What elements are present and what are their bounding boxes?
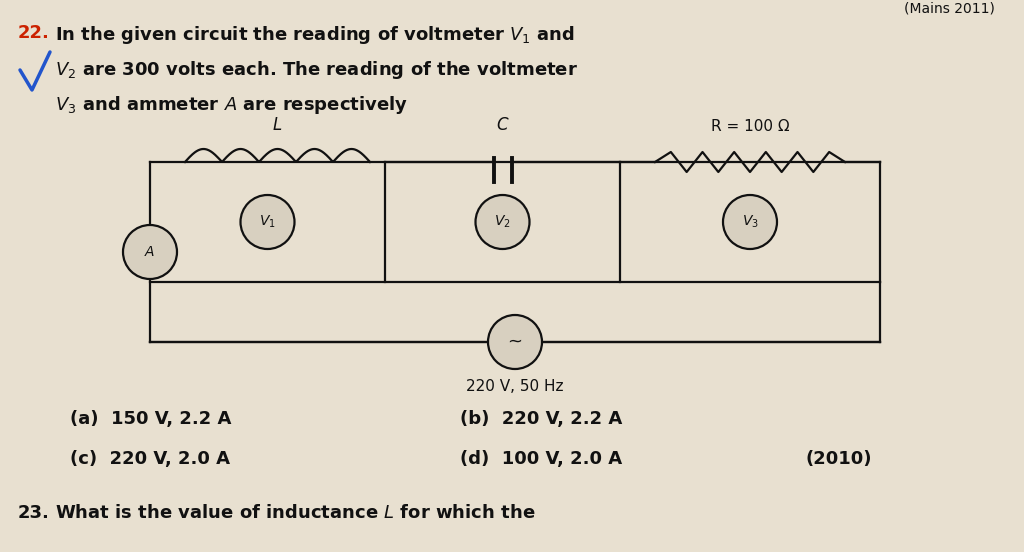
Text: (2010): (2010): [805, 450, 871, 468]
Text: (c)  220 V, 2.0 A: (c) 220 V, 2.0 A: [70, 450, 230, 468]
Text: $V_1$: $V_1$: [259, 214, 275, 230]
Text: $V_2$ are 300 volts each. The reading of the voltmeter: $V_2$ are 300 volts each. The reading of…: [55, 59, 578, 81]
Text: (d)  100 V, 2.0 A: (d) 100 V, 2.0 A: [460, 450, 623, 468]
Text: (b)  220 V, 2.2 A: (b) 220 V, 2.2 A: [460, 410, 623, 428]
Text: ~: ~: [508, 333, 522, 351]
Text: 23.: 23.: [18, 504, 50, 522]
Text: $V_3$: $V_3$: [741, 214, 759, 230]
Circle shape: [241, 195, 295, 249]
Text: 22.: 22.: [18, 24, 50, 42]
Circle shape: [475, 195, 529, 249]
Text: (Mains 2011): (Mains 2011): [904, 2, 995, 16]
Circle shape: [723, 195, 777, 249]
Circle shape: [488, 315, 542, 369]
Text: $A$: $A$: [144, 245, 156, 259]
Text: L: L: [272, 116, 283, 134]
Text: $V_3$ and ammeter $A$ are respectively: $V_3$ and ammeter $A$ are respectively: [55, 94, 408, 116]
Text: What is the value of inductance $L$ for which the: What is the value of inductance $L$ for …: [55, 504, 536, 522]
Text: $V_2$: $V_2$: [495, 214, 511, 230]
Text: C: C: [497, 116, 508, 134]
Text: (a)  150 V, 2.2 A: (a) 150 V, 2.2 A: [70, 410, 231, 428]
Circle shape: [123, 225, 177, 279]
Text: R = 100 Ω: R = 100 Ω: [711, 119, 790, 134]
Text: In the given circuit the reading of voltmeter $V_1$ and: In the given circuit the reading of volt…: [55, 24, 574, 46]
Text: 220 V, 50 Hz: 220 V, 50 Hz: [466, 379, 564, 394]
